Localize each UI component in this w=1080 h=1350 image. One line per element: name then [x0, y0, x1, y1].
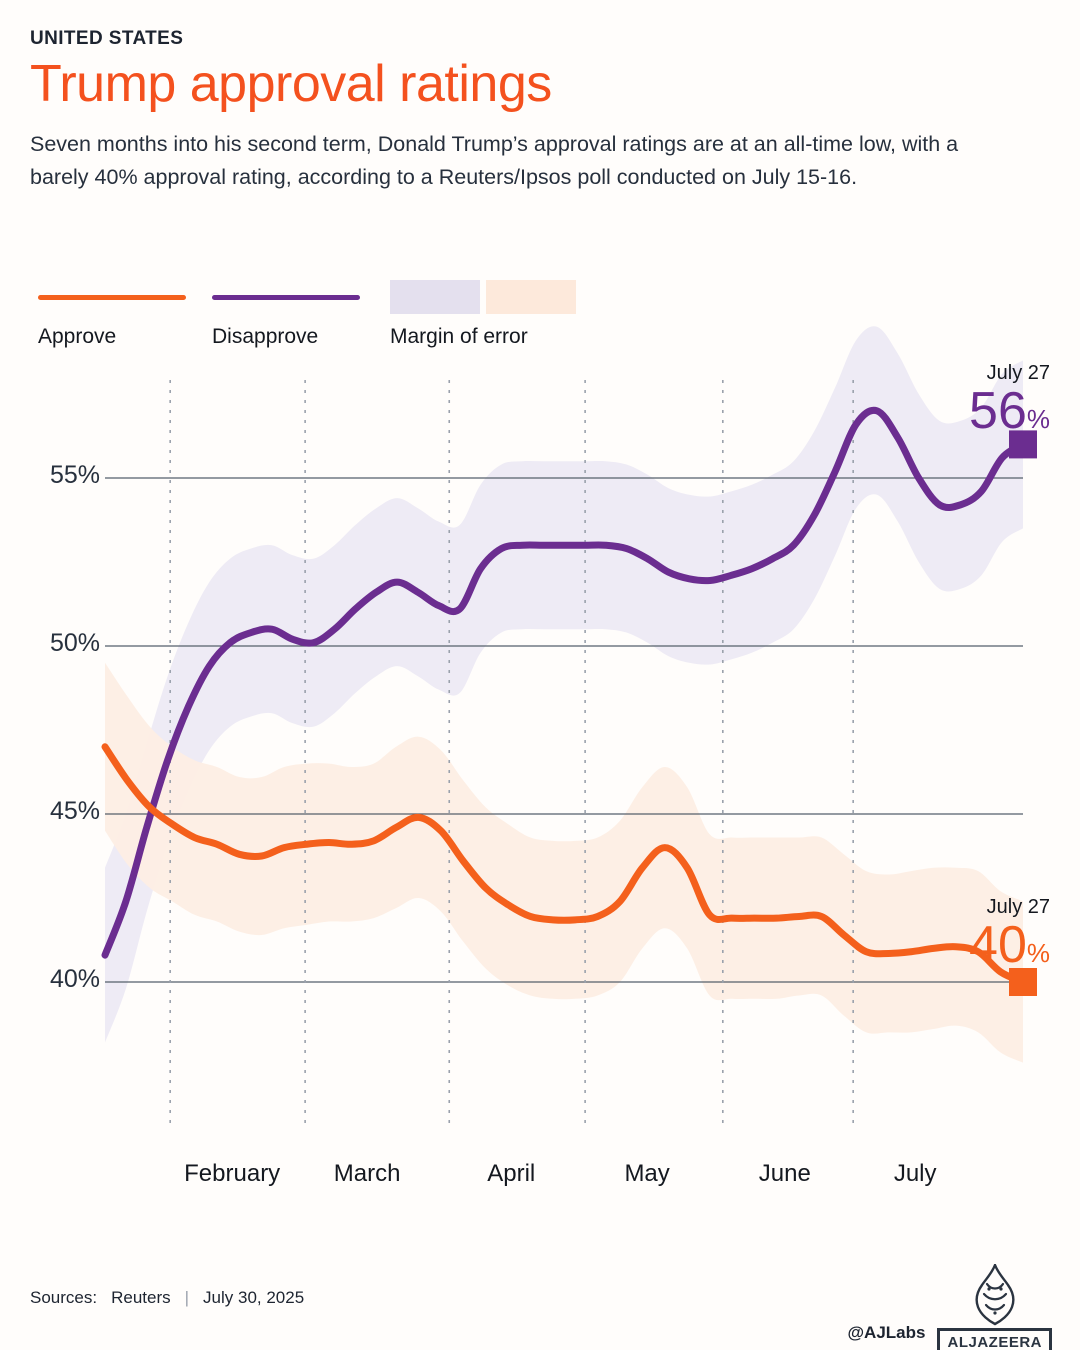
legend-label-margin-of-error: Margin of error: [390, 325, 528, 348]
y-tick-label-55: 55%: [49, 461, 100, 489]
aljazeera-flame-icon: [975, 1264, 1015, 1326]
sources-value: Reuters: [111, 1288, 171, 1307]
page-title: Trump approval ratings: [30, 55, 552, 113]
legend-item-margin-of-error[interactable]: Margin of error: [390, 280, 576, 349]
disapprove-moe-band: [105, 326, 1023, 1043]
moe-swatches: [390, 280, 576, 314]
brand-block: @AJLabs ALJAZEERA: [847, 1264, 1052, 1350]
y-tick-label-50: 50%: [49, 629, 100, 657]
legend-swatch-row: [212, 288, 360, 306]
footer-date: July 30, 2025: [203, 1288, 305, 1307]
moe-bands: [105, 326, 1023, 1063]
legend-label-disapprove: Disapprove: [212, 325, 319, 348]
horizontal-gridlines: [105, 477, 1023, 983]
aljazeera-logo: ALJAZEERA: [937, 1264, 1052, 1350]
header: UNITED STATES Trump approval ratings Sev…: [30, 28, 1040, 194]
callout-approve-percent: %: [1026, 938, 1050, 968]
callout-approve-number: 40: [969, 916, 1027, 974]
sources-label: Sources:: [30, 1288, 98, 1307]
disapprove-line: [101, 406, 1027, 959]
y-axis-ticks: 40% 45% 50% 55%: [10, 0, 100, 1350]
x-tick-label-february: February: [184, 1160, 281, 1187]
disapprove-endpoint-marker[interactable]: [1009, 430, 1037, 459]
approve-moe-band: [105, 662, 1023, 1063]
callout-approve: July 27 40%: [860, 896, 1050, 971]
footer: Sources: Reuters | July 30, 2025 @AJLabs…: [0, 1258, 1080, 1350]
legend-swatch-row: [390, 280, 576, 314]
callout-disapprove-percent: %: [1026, 404, 1050, 434]
callout-approve-date: July 27: [986, 896, 1050, 918]
approve-line: [101, 743, 1027, 986]
approve-endpoint-marker[interactable]: [1009, 968, 1037, 996]
sources-line: Sources: Reuters | July 30, 2025: [30, 1288, 304, 1308]
aljazeera-wordmark: ALJAZEERA: [937, 1328, 1052, 1350]
callout-approve-value: 40%: [860, 919, 1050, 971]
footer-separator: |: [184, 1288, 190, 1307]
subtitle-text: Seven months into his second term, Donal…: [30, 132, 959, 189]
x-tick-label-march: March: [333, 1160, 401, 1187]
moe-approve-swatch: [486, 280, 576, 314]
callout-disapprove: July 27 56%: [860, 362, 1050, 437]
series-lines: [101, 406, 1027, 986]
x-tick-label-july: July: [893, 1160, 937, 1187]
y-tick-label-40: 40%: [49, 965, 100, 993]
x-tick-label-april: April: [487, 1160, 536, 1187]
chart-legend: Approve Disapprove Margin of error: [38, 280, 576, 349]
y-tick-label-45: 45%: [49, 797, 100, 825]
legend-swatch-row: [38, 288, 186, 306]
kicker-label: UNITED STATES: [30, 28, 184, 49]
x-tick-label-june: June: [758, 1160, 811, 1187]
legend-label-approve: Approve: [38, 325, 117, 348]
x-tick-label-may: May: [624, 1160, 670, 1187]
endpoint-markers: [1009, 430, 1037, 996]
x-axis-ticks: February March April May June July: [0, 1160, 1080, 1200]
ajlabs-handle[interactable]: @AJLabs: [847, 1323, 926, 1342]
callout-disapprove-number: 56: [969, 382, 1027, 440]
disapprove-line-swatch: [212, 294, 360, 300]
callout-disapprove-date: July 27: [986, 362, 1050, 384]
approve-line-swatch: [38, 294, 186, 300]
legend-item-approve[interactable]: Approve: [38, 288, 186, 349]
legend-item-disapprove[interactable]: Disapprove: [212, 288, 360, 349]
moe-disapprove-swatch: [390, 280, 480, 314]
callout-disapprove-value: 56%: [860, 385, 1050, 437]
